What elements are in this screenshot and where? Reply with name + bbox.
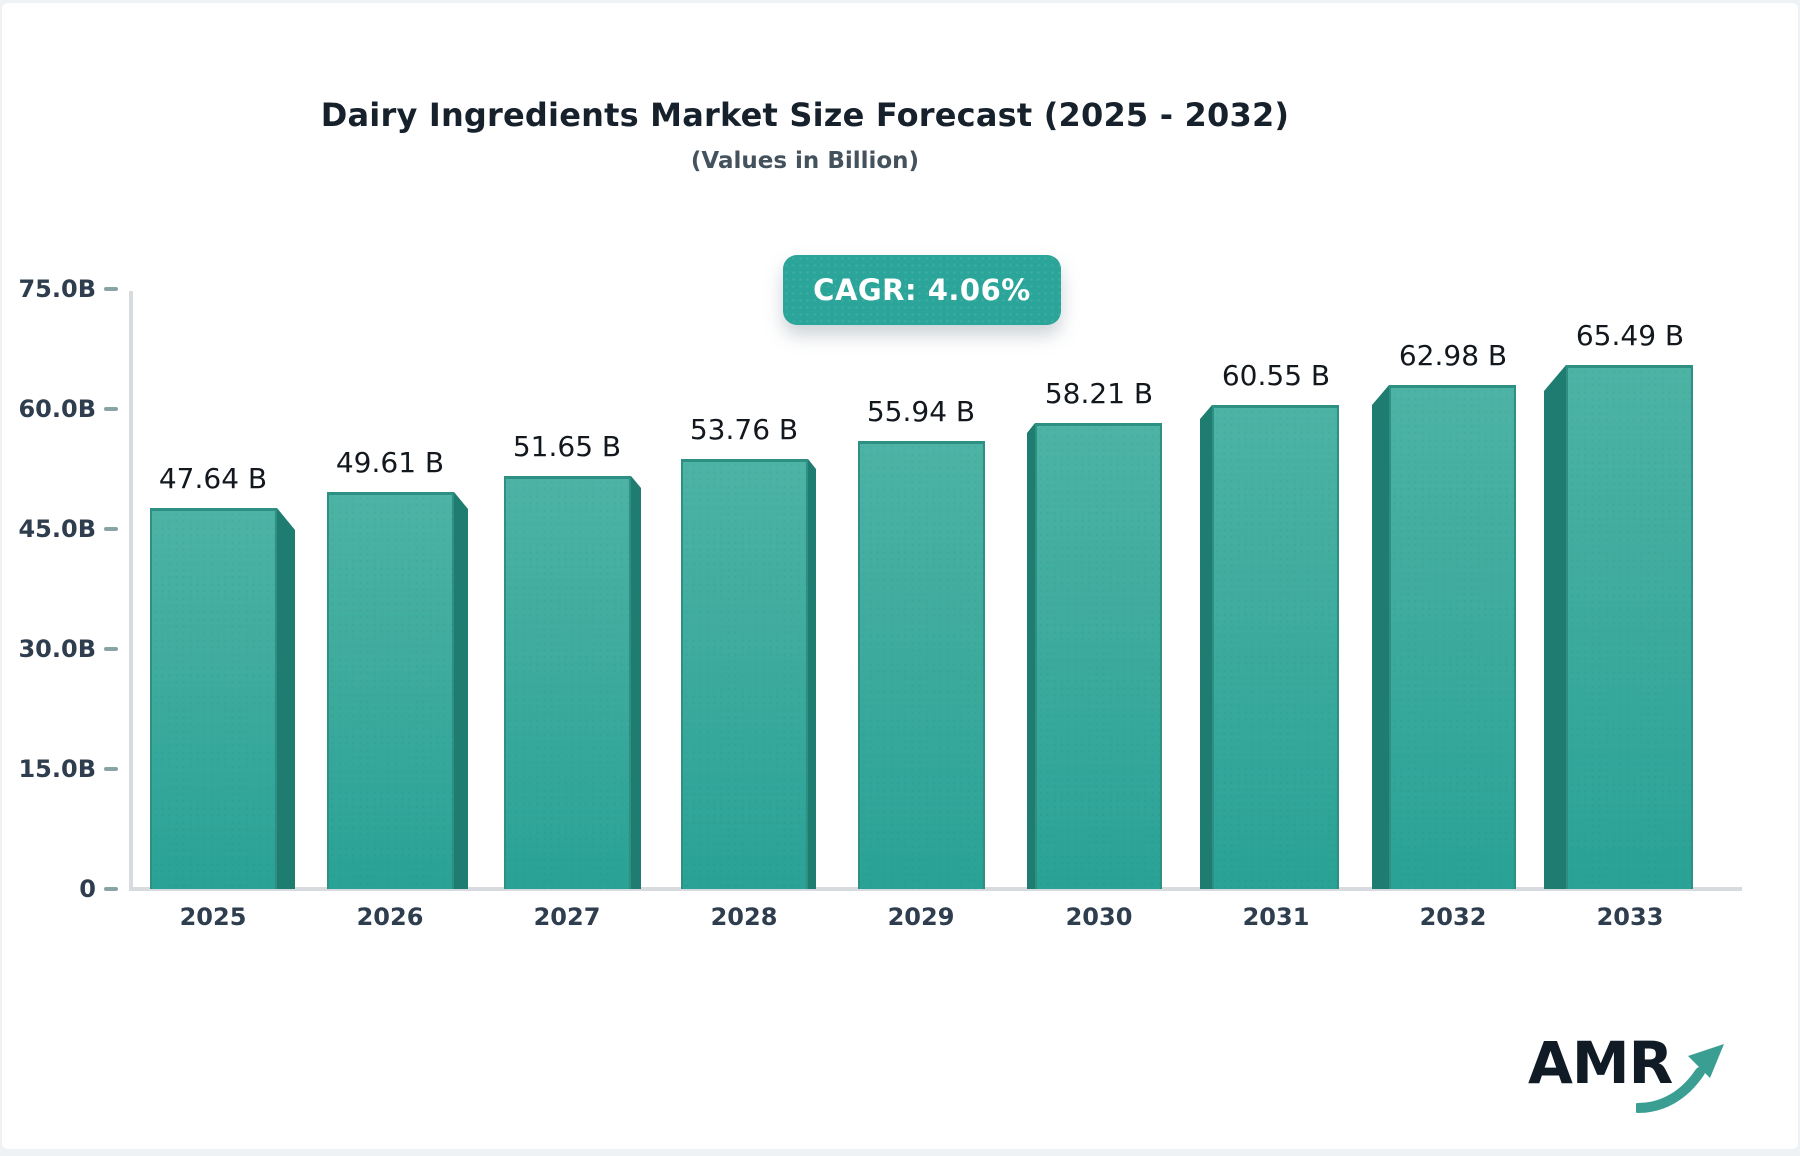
x-axis-label-2029: 2029 <box>887 903 955 931</box>
chart-title: Dairy Ingredients Market Size Forecast (… <box>320 96 1290 134</box>
y-axis-tick-0 <box>104 887 118 891</box>
y-axis-tick-15.0B <box>104 767 118 771</box>
bar-2029[interactable] <box>858 441 985 889</box>
bar-2030[interactable] <box>1035 423 1162 889</box>
x-axis-label-2026: 2026 <box>356 903 424 931</box>
bar-value-label-2029: 55.94 B <box>866 395 976 428</box>
amr-logo-text: AMR <box>1528 1029 1673 1097</box>
growth-arrow-icon <box>1636 1044 1724 1113</box>
x-axis-label-2032: 2032 <box>1419 903 1487 931</box>
y-axis-tick-label-75.0B: 75.0B <box>18 275 96 303</box>
bar-value-label-2026: 49.61 B <box>335 446 445 479</box>
y-axis-tick-75.0B <box>104 287 118 291</box>
cagr-badge-label: CAGR: 4.06% <box>813 273 1031 307</box>
y-axis-tick-label-0: 0 <box>79 875 96 903</box>
bar-2031-side <box>1200 405 1212 889</box>
bar-value-label-2025: 47.64 B <box>158 462 268 495</box>
bar-2032-side <box>1372 385 1389 889</box>
bar-2027-side <box>631 476 641 889</box>
bar-value-label-2032: 62.98 B <box>1398 339 1508 372</box>
y-axis-tick-label-45.0B: 45.0B <box>18 515 96 543</box>
bar-value-label-2030: 58.21 B <box>1044 377 1154 410</box>
y-axis-tick-45.0B <box>104 527 118 531</box>
bar-2025-side <box>277 508 295 889</box>
bar-2028[interactable] <box>681 459 808 889</box>
bar-2026-side <box>454 492 468 889</box>
x-axis-label-2033: 2033 <box>1596 903 1664 931</box>
bar-2033[interactable] <box>1566 365 1693 889</box>
bar-value-label-2028: 53.76 B <box>689 413 799 446</box>
bar-value-label-2033: 65.49 B <box>1575 319 1685 352</box>
y-axis-tick-label-60.0B: 60.0B <box>18 395 96 423</box>
bar-2031[interactable] <box>1212 405 1339 889</box>
bar-2030-side <box>1027 423 1035 889</box>
y-axis-tick-label-15.0B: 15.0B <box>18 755 96 783</box>
bar-value-label-2027: 51.65 B <box>512 430 622 463</box>
y-axis-tick-30.0B <box>104 647 118 651</box>
x-axis-label-2028: 2028 <box>710 903 778 931</box>
bar-2033-side <box>1544 365 1566 889</box>
x-axis-label-2025: 2025 <box>179 903 247 931</box>
bar-2032[interactable] <box>1389 385 1516 889</box>
bar-2027[interactable] <box>504 476 631 889</box>
y-axis-line <box>129 291 133 891</box>
x-axis-label-2031: 2031 <box>1242 903 1310 931</box>
bar-2028-side <box>808 459 816 889</box>
cagr-badge: CAGR: 4.06% <box>783 255 1061 325</box>
x-axis-label-2030: 2030 <box>1065 903 1133 931</box>
x-axis-label-2027: 2027 <box>533 903 601 931</box>
bar-2025[interactable] <box>150 508 277 889</box>
bar-2026[interactable] <box>327 492 454 889</box>
chart-subtitle: (Values in Billion) <box>690 148 920 174</box>
y-axis-tick-label-30.0B: 30.0B <box>18 635 96 663</box>
y-axis-tick-60.0B <box>104 407 118 411</box>
amr-logo: AMR <box>1528 1032 1728 1122</box>
x-axis-line <box>129 887 1742 891</box>
bar-value-label-2031: 60.55 B <box>1221 359 1331 392</box>
